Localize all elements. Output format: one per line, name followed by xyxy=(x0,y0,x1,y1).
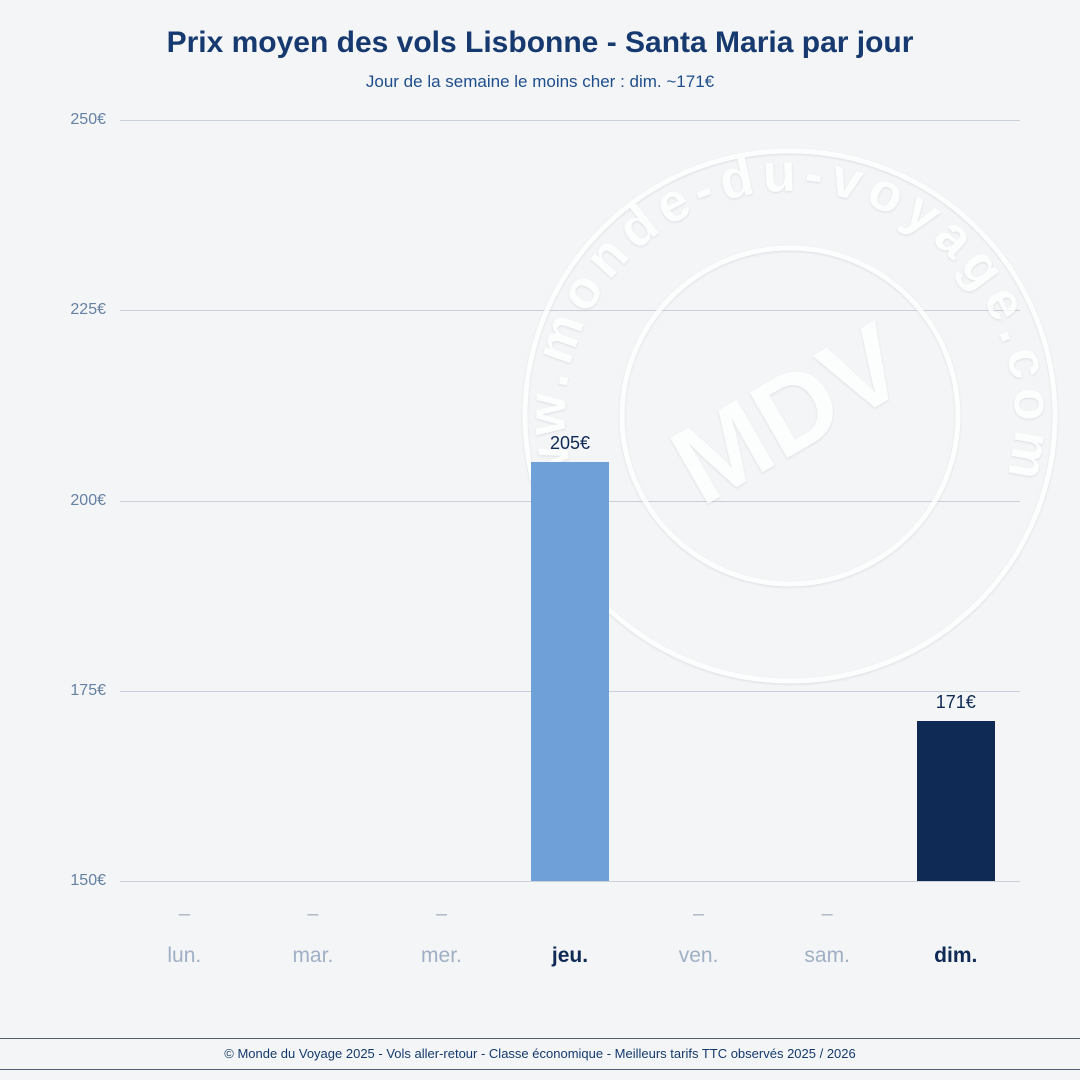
bar-column-mar xyxy=(249,120,378,881)
chart-header: Prix moyen des vols Lisbonne - Santa Mar… xyxy=(0,26,1080,92)
bar-jeu: 205€ xyxy=(531,433,610,881)
x-axis-label-jeu: jeu. xyxy=(551,944,589,967)
no-data-marker-lun: – xyxy=(178,903,190,925)
chart-title: Prix moyen des vols Lisbonne - Santa Mar… xyxy=(166,26,914,59)
bar-column-dim: 171€ xyxy=(891,120,1020,881)
no-data-marker-mar: – xyxy=(307,903,319,925)
y-axis-tick-label: 150€ xyxy=(70,872,106,889)
bars-row: 205€ 171€ xyxy=(120,120,1020,881)
x-axis-label-sam: sam. xyxy=(804,944,850,967)
chart-subtitle: Jour de la semaine le moins cher : dim. … xyxy=(365,72,715,91)
x-axis-label-lun: lun. xyxy=(167,944,202,967)
gridline xyxy=(120,881,1020,882)
y-axis-tick-label: 250€ xyxy=(70,111,106,128)
y-axis-tick-label: 175€ xyxy=(70,681,106,699)
bar-dim: 171€ xyxy=(916,692,995,881)
no-data-marker-jeu xyxy=(506,903,635,926)
no-data-marker-dim xyxy=(891,903,1020,926)
x-axis-label-mar: mar. xyxy=(292,944,334,967)
footer-text: © Monde du Voyage 2025 - Vols aller-reto… xyxy=(224,1046,856,1061)
no-data-marker-ven: – xyxy=(693,903,705,925)
no-data-marker-sam: – xyxy=(821,903,833,925)
bar-column-ven xyxy=(634,120,763,881)
x-axis-row: lun. mar. mer. jeu. ven. sam. dim. xyxy=(120,944,1020,968)
y-axis-tick-label: 200€ xyxy=(70,491,106,509)
x-axis-label-ven: ven. xyxy=(678,944,719,967)
bar-column-sam xyxy=(763,120,892,881)
bar-column-lun xyxy=(120,120,249,881)
marker-row: – – – – – xyxy=(120,903,1020,926)
bar-column-mer xyxy=(377,120,506,881)
footer: © Monde du Voyage 2025 - Vols aller-reto… xyxy=(0,1038,1080,1070)
plot-area: 250€ 225€ 200€ 175€ 150€ 205€ 171€ xyxy=(70,111,1020,889)
gridline xyxy=(120,120,1020,121)
x-axis-label-dim: dim. xyxy=(934,944,978,967)
x-axis-label-mer: mer. xyxy=(421,944,462,967)
bar-value-label-dim: 171€ xyxy=(935,692,976,713)
y-axis-tick-label: 225€ xyxy=(70,301,106,319)
bar-value-label-jeu: 205€ xyxy=(549,433,591,454)
bar-column-jeu: 205€ xyxy=(506,120,635,881)
no-data-marker-mer: – xyxy=(435,903,447,925)
